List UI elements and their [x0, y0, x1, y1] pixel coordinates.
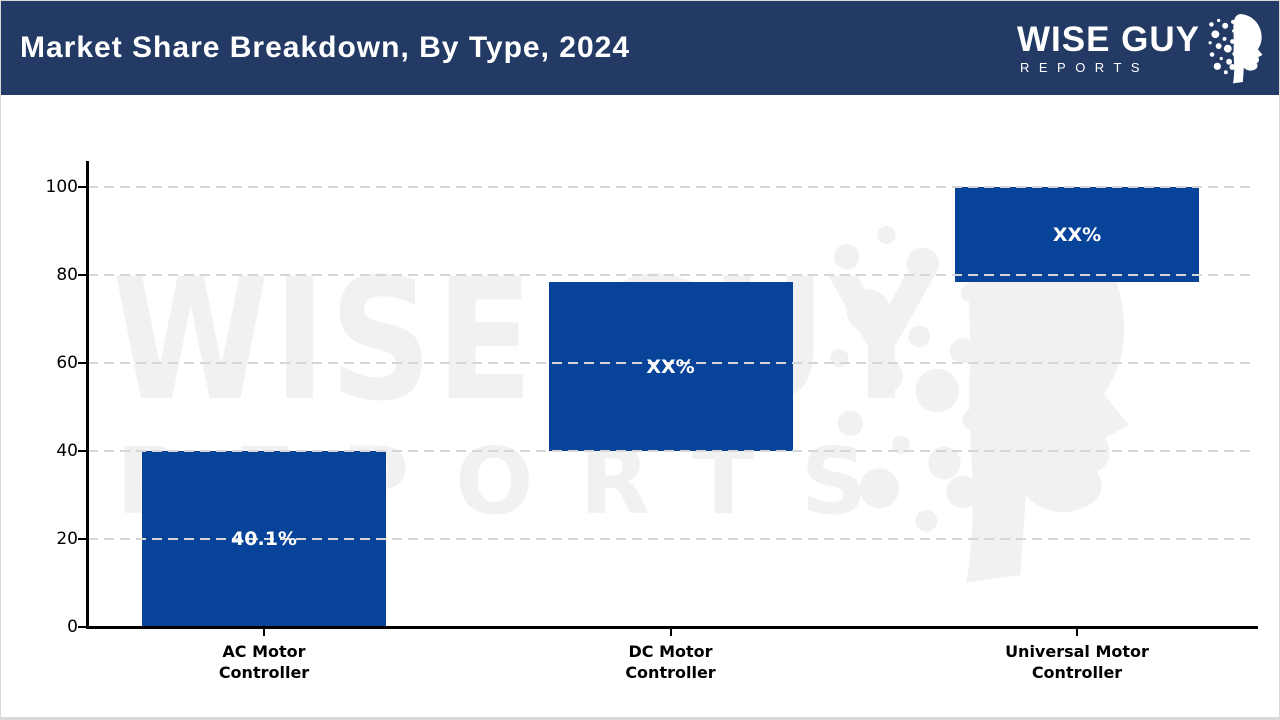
x-tick-label-line: DC Motor — [628, 642, 713, 661]
brand-logo-text: WISE GUY REPORTS — [1017, 22, 1200, 74]
gridline-y-20 — [88, 538, 1256, 540]
y-tick-label-80: 80 — [56, 265, 78, 285]
x-tick-label-universal-motor-controller: Universal Motor Controller — [917, 641, 1237, 683]
x-tick-mark — [263, 629, 265, 636]
x-tick-label-line: AC Motor — [222, 642, 306, 661]
x-tick-label-line: Controller — [625, 663, 716, 682]
bar-value-label-ac-motor-controller: 40.1% — [231, 527, 297, 550]
gridline-y-60 — [88, 362, 1256, 364]
gridline-y-80 — [88, 274, 1256, 276]
gridline-y-40 — [88, 450, 1256, 452]
y-tick-mark — [78, 274, 87, 276]
y-tick-mark — [78, 450, 87, 452]
y-tick-mark — [78, 186, 87, 188]
bar-value-label-dc-motor-controller: XX% — [646, 355, 695, 378]
header: Market Share Breakdown, By Type, 2024 WI… — [0, 0, 1280, 95]
y-tick-label-40: 40 — [56, 441, 78, 461]
y-axis-line — [86, 161, 89, 629]
y-tick-mark — [78, 362, 87, 364]
x-tick-label-line: Controller — [1031, 663, 1123, 682]
y-tick-label-60: 60 — [56, 353, 78, 373]
y-tick-label-20: 20 — [56, 529, 78, 549]
bar-dc-motor-controller — [548, 282, 793, 451]
x-tick-mark — [1076, 629, 1078, 636]
bar-value-label-universal-motor-controller: XX% — [1052, 223, 1102, 246]
x-tick-label-line: Controller — [218, 663, 310, 682]
y-tick-mark — [78, 538, 87, 540]
x-tick-mark — [669, 629, 672, 636]
x-axis-line — [86, 626, 1258, 629]
y-tick-mark — [78, 626, 87, 628]
y-tick-label-100: 100 — [45, 177, 78, 197]
page-title: Market Share Breakdown, By Type, 2024 — [20, 30, 631, 64]
bottom-border-line — [0, 717, 1280, 719]
x-tick-label-line: Universal Motor — [1005, 642, 1149, 661]
watermark-head-icon — [830, 198, 1129, 583]
brand-name: WISE GUY — [1016, 20, 1200, 59]
brand-subtitle: REPORTS — [1019, 60, 1150, 75]
bar-universal-motor-controller — [955, 187, 1199, 283]
brand-head-icon — [1208, 13, 1263, 84]
y-tick-label-0: 0 — [67, 617, 78, 637]
brand-logo: WISE GUY REPORTS — [1017, 12, 1268, 84]
x-tick-label-ac-motor-controller: AC Motor Controller — [104, 641, 424, 683]
x-tick-label-dc-motor-controller: DC Motor Controller — [511, 641, 831, 683]
gridline-y-100 — [88, 186, 1256, 188]
watermark-text-line1: WISE GUY — [112, 242, 937, 438]
